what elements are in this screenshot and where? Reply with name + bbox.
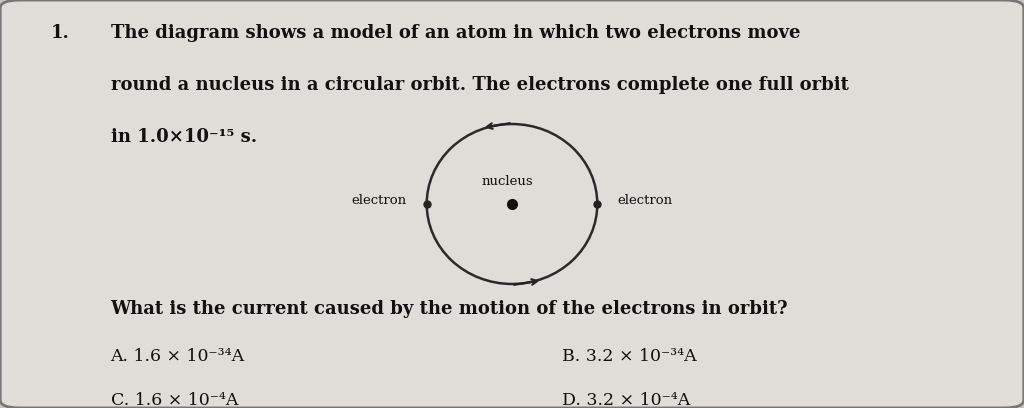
Text: A. 1.6 × 10⁻³⁴A: A. 1.6 × 10⁻³⁴A <box>111 348 245 365</box>
Text: C. 1.6 × 10⁻⁴A: C. 1.6 × 10⁻⁴A <box>111 392 238 408</box>
Text: electron: electron <box>617 193 673 206</box>
Text: B. 3.2 × 10⁻³⁴A: B. 3.2 × 10⁻³⁴A <box>562 348 696 365</box>
Text: The diagram shows a model of an atom in which two electrons move: The diagram shows a model of an atom in … <box>111 24 800 42</box>
Text: What is the current caused by the motion of the electrons in orbit?: What is the current caused by the motion… <box>111 300 788 318</box>
Text: electron: electron <box>351 193 407 206</box>
Text: D. 3.2 × 10⁻⁴A: D. 3.2 × 10⁻⁴A <box>562 392 690 408</box>
Text: round a nucleus in a circular orbit. The electrons complete one full orbit: round a nucleus in a circular orbit. The… <box>111 76 849 94</box>
Text: in 1.0×10⁻¹⁵ s.: in 1.0×10⁻¹⁵ s. <box>111 128 257 146</box>
Text: 1.: 1. <box>50 24 70 42</box>
Text: nucleus: nucleus <box>481 175 532 188</box>
